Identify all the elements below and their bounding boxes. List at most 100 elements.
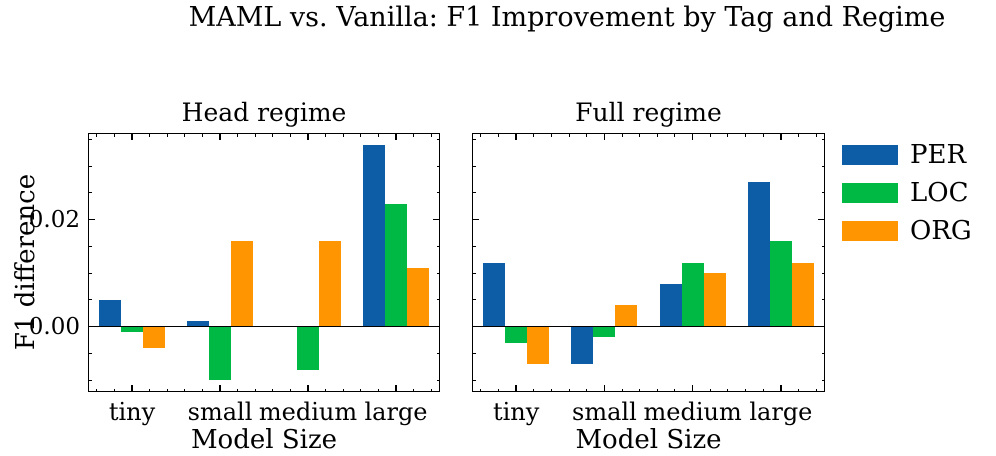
y-minor-tick bbox=[472, 352, 476, 354]
legend-entry-loc: LOC bbox=[842, 178, 972, 208]
bar-loc-medium bbox=[297, 326, 319, 370]
x-minor-tick bbox=[272, 388, 274, 392]
x-minor-tick bbox=[550, 388, 552, 392]
x-minor-tick bbox=[184, 388, 186, 392]
x-minor-tick bbox=[237, 388, 239, 392]
x-minor-tick bbox=[96, 388, 98, 392]
x-major-tick bbox=[395, 133, 397, 140]
x-minor-tick bbox=[745, 388, 747, 392]
x-minor-tick bbox=[568, 388, 570, 392]
x-minor-tick bbox=[96, 133, 98, 137]
bar-per-large bbox=[363, 144, 385, 327]
x-minor-tick bbox=[166, 388, 168, 392]
y-minor-tick bbox=[88, 352, 92, 354]
x-major-tick bbox=[395, 385, 397, 392]
subplot-head-regime: Head regime Model Size 0.00 0.02 tiny small… bbox=[29, 98, 440, 455]
bar-per-tiny bbox=[99, 299, 121, 327]
x-tick-label-medium: medium bbox=[643, 398, 742, 426]
x-tick-label-small: small bbox=[187, 398, 253, 426]
y-minor-tick bbox=[436, 299, 440, 301]
x-minor-tick bbox=[621, 388, 623, 392]
y-minor-tick bbox=[88, 245, 92, 247]
x-minor-tick bbox=[674, 388, 676, 392]
x-minor-tick bbox=[289, 133, 291, 137]
y-minor-tick bbox=[821, 272, 825, 274]
y-minor-tick bbox=[436, 245, 440, 247]
x-minor-tick bbox=[201, 388, 203, 392]
x-minor-tick bbox=[413, 133, 415, 137]
x-minor-tick bbox=[480, 388, 482, 392]
x-major-tick bbox=[691, 385, 694, 392]
bar-org-tiny bbox=[143, 326, 165, 349]
x-minor-tick bbox=[762, 388, 764, 392]
y-minor-tick bbox=[436, 379, 440, 381]
x-major-tick bbox=[515, 133, 517, 140]
bar-org-medium bbox=[703, 273, 726, 327]
x-minor-tick bbox=[325, 388, 327, 392]
x-major-tick bbox=[219, 385, 221, 392]
bar-org-tiny bbox=[527, 326, 550, 365]
legend-entry-per: PER bbox=[842, 142, 972, 168]
x-minor-tick bbox=[727, 133, 729, 137]
bar-per-small bbox=[187, 321, 209, 327]
y-minor-tick bbox=[436, 138, 440, 140]
y-minor-tick bbox=[472, 272, 476, 274]
x-minor-tick bbox=[709, 388, 711, 392]
x-minor-tick bbox=[762, 133, 764, 137]
x-minor-tick bbox=[674, 133, 676, 137]
x-minor-tick bbox=[289, 388, 291, 392]
x-minor-tick bbox=[272, 133, 274, 137]
y-minor-tick bbox=[821, 379, 825, 381]
bar-loc-small bbox=[593, 326, 616, 338]
x-minor-tick bbox=[550, 133, 552, 137]
bar-per-medium bbox=[659, 283, 682, 327]
x-major-tick bbox=[603, 385, 606, 392]
y-minor-tick bbox=[821, 192, 825, 194]
legend-swatch-per-icon bbox=[842, 145, 898, 165]
y-minor-tick bbox=[88, 192, 92, 194]
bar-loc-tiny bbox=[505, 326, 528, 343]
legend-swatch-loc-icon bbox=[842, 183, 898, 203]
x-major-tick bbox=[691, 133, 694, 140]
bar-loc-tiny bbox=[121, 326, 143, 333]
x-major-tick bbox=[780, 385, 782, 392]
x-axis-label: Model Size bbox=[190, 425, 338, 455]
x-minor-tick bbox=[113, 388, 115, 392]
x-major-tick bbox=[131, 133, 133, 140]
x-major-tick bbox=[603, 133, 606, 140]
y-minor-tick bbox=[472, 379, 476, 381]
x-minor-tick bbox=[656, 133, 658, 137]
bar-loc-medium bbox=[681, 262, 704, 327]
x-minor-tick bbox=[815, 133, 817, 137]
y-major-tick bbox=[818, 218, 825, 221]
x-minor-tick bbox=[533, 388, 535, 392]
zero-line bbox=[472, 325, 825, 328]
y-minor-tick bbox=[436, 352, 440, 354]
x-minor-tick bbox=[656, 388, 658, 392]
bar-org-small bbox=[615, 305, 638, 327]
x-minor-tick bbox=[342, 388, 344, 392]
x-tick-label-tiny: tiny bbox=[492, 398, 540, 426]
y-minor-tick bbox=[436, 165, 440, 167]
x-tick-label-large: large bbox=[364, 398, 428, 426]
y-minor-tick bbox=[88, 165, 92, 167]
legend-label-org: ORG bbox=[910, 216, 972, 246]
y-tick-label: 0.00 bbox=[28, 313, 80, 340]
bar-per-small bbox=[571, 326, 594, 365]
y-minor-tick bbox=[472, 245, 476, 247]
x-major-tick bbox=[307, 385, 309, 392]
legend-entry-org: ORG bbox=[842, 216, 972, 246]
x-minor-tick bbox=[639, 133, 641, 137]
x-minor-tick bbox=[377, 388, 379, 392]
x-major-tick bbox=[131, 385, 133, 392]
legend-label-loc: LOC bbox=[910, 178, 969, 208]
y-minor-tick bbox=[88, 138, 92, 140]
x-minor-tick bbox=[815, 388, 817, 392]
y-minor-tick bbox=[472, 299, 476, 301]
x-minor-tick bbox=[360, 388, 362, 392]
x-minor-tick bbox=[377, 133, 379, 137]
x-tick-label-small: small bbox=[572, 398, 637, 426]
figure-title: MAML vs. Vanilla: F1 Improvement by Tag … bbox=[188, 2, 946, 33]
x-minor-tick bbox=[568, 133, 570, 137]
